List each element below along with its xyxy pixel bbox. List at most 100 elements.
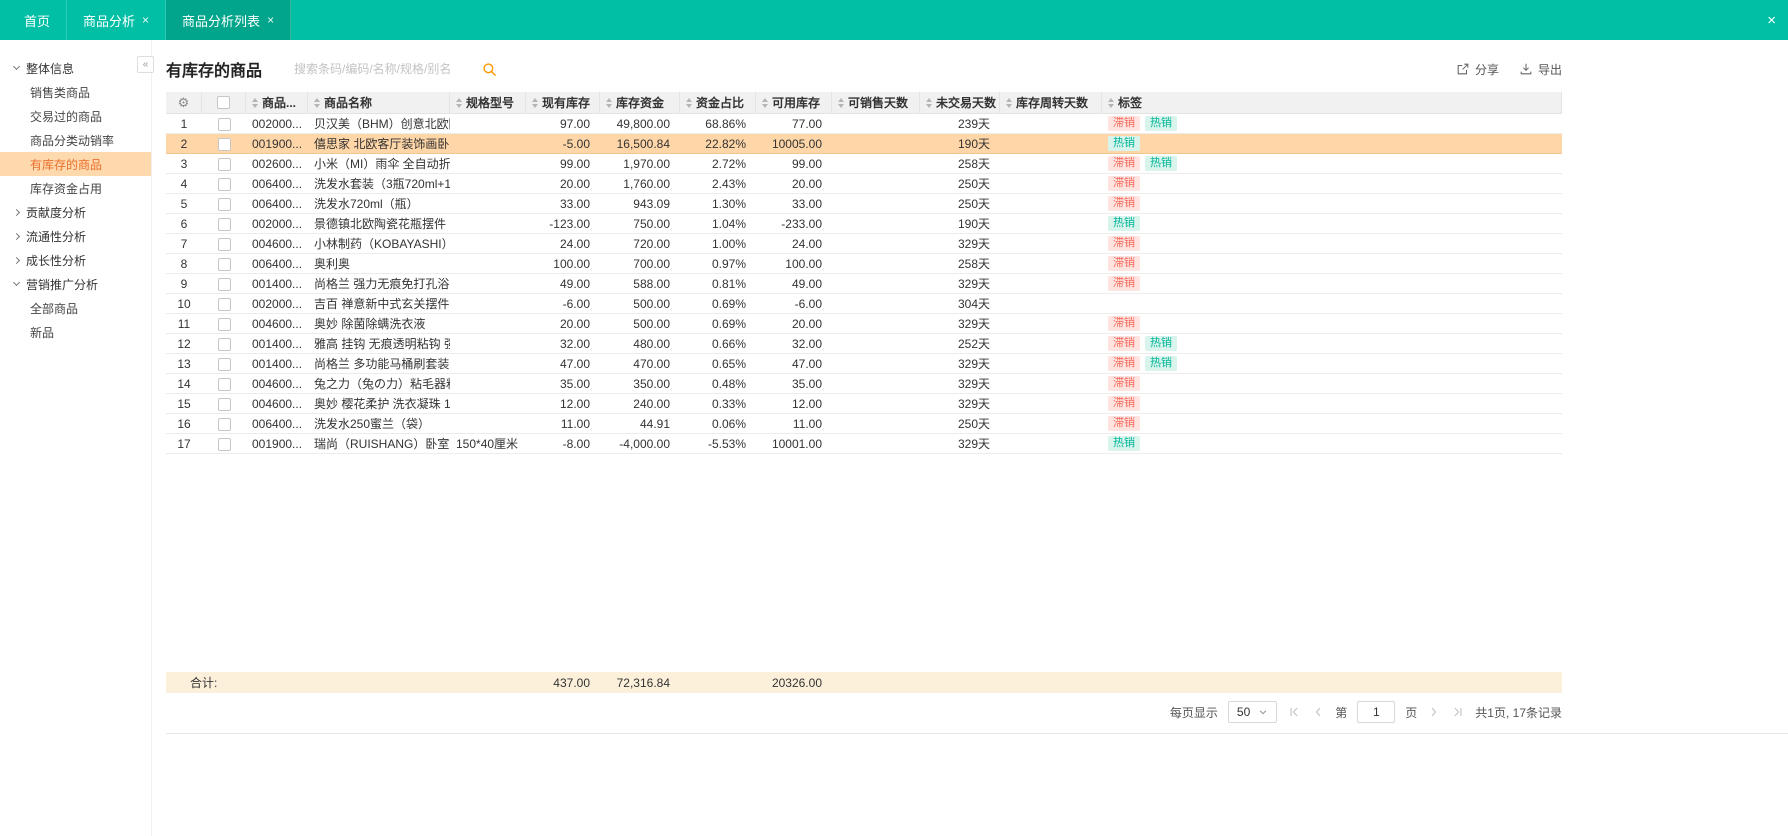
table-row[interactable]: 5 006400... 洗发水720ml（瓶） 33.00 943.09 1.30% 33.… bbox=[166, 194, 1562, 214]
export-button[interactable]: 导出 bbox=[1519, 61, 1562, 78]
sidebar-group-overall-info[interactable]: 整体信息 bbox=[0, 56, 151, 80]
close-all-icon[interactable]: × bbox=[1767, 11, 1776, 29]
row-checkbox-cell bbox=[202, 376, 246, 391]
table-row[interactable]: 1 002000... 贝汉美（BHM）创意北欧陶瓷 97.00 49,800.00 68… bbox=[166, 114, 1562, 134]
tab-product-analysis[interactable]: 商品分析 × bbox=[67, 0, 167, 40]
sidebar-item-label: 新品 bbox=[30, 325, 55, 340]
table-row[interactable]: 14 004600... 兔之力（兔の力）粘毛器粘 35.00 350.00 0.48% 3… bbox=[166, 374, 1562, 394]
table-row[interactable]: 8 006400... 奥利奥 100.00 700.00 0.97% 100.00 258天… bbox=[166, 254, 1562, 274]
cell-stock: 33.00 bbox=[559, 196, 590, 211]
table-row[interactable]: 2 001900... 僖思家 北欧客厅装饰画卧室 -5.00 16,500.84 22.… bbox=[166, 134, 1562, 154]
column-header-stock[interactable]: 现有库存 bbox=[526, 92, 600, 113]
tab-close-icon[interactable]: × bbox=[267, 13, 275, 27]
sidebar-item-in-stock-products[interactable]: 有库存的商品 bbox=[0, 152, 151, 176]
sidebar-group-marketing-analysis[interactable]: 营销推广分析 bbox=[0, 272, 151, 296]
sidebar-item-inventory-capital-usage[interactable]: 库存资金占用 bbox=[0, 176, 151, 200]
prev-page-button[interactable] bbox=[1311, 705, 1325, 719]
cell-capital: 750.00 bbox=[633, 216, 670, 231]
row-checkbox[interactable] bbox=[217, 157, 231, 171]
column-header-capital[interactable]: 库存资金 bbox=[600, 92, 680, 113]
first-page-button[interactable] bbox=[1287, 705, 1301, 719]
sidebar-item-category-sales-rate[interactable]: 商品分类动销率 bbox=[0, 128, 151, 152]
row-checkbox[interactable] bbox=[217, 277, 231, 291]
cell-capital: 49,800.00 bbox=[616, 116, 670, 131]
row-checkbox[interactable] bbox=[217, 437, 231, 451]
sidebar-item-new-products[interactable]: 新品 bbox=[0, 320, 151, 344]
sidebar-item-traded-products[interactable]: 交易过的商品 bbox=[0, 104, 151, 128]
row-checkbox[interactable] bbox=[217, 217, 231, 231]
table-row[interactable]: 15 004600... 奥妙 樱花柔护 洗衣凝珠 10 12.00 240.00 0.3… bbox=[166, 394, 1562, 414]
cell-tags: 热销 bbox=[1102, 136, 1562, 151]
search-input[interactable] bbox=[294, 62, 475, 76]
row-checkbox[interactable] bbox=[217, 337, 231, 351]
row-checkbox[interactable] bbox=[217, 297, 231, 311]
row-index: 11 bbox=[177, 316, 191, 331]
row-checkbox[interactable] bbox=[217, 177, 231, 191]
row-checkbox-cell bbox=[202, 296, 246, 311]
row-checkbox[interactable] bbox=[217, 357, 231, 371]
table-row[interactable]: 11 004600... 奥妙 除菌除螨洗衣液 20.00 500.00 0.69% 20.… bbox=[166, 314, 1562, 334]
row-index: 7 bbox=[180, 236, 188, 251]
row-checkbox[interactable] bbox=[217, 197, 231, 211]
sidebar-group-liquidity-analysis[interactable]: 流通性分析 bbox=[0, 224, 151, 248]
search-icon[interactable] bbox=[482, 62, 497, 77]
page-number-input[interactable] bbox=[1357, 701, 1396, 723]
cell-name: 奥妙 除菌除螨洗衣液 bbox=[314, 317, 426, 331]
cell-no-trade-days: 250天 bbox=[957, 197, 990, 211]
sidebar-item-sales-products[interactable]: 销售类商品 bbox=[0, 80, 151, 104]
column-header-label: 库存周转天数 bbox=[1016, 96, 1089, 110]
table-row[interactable]: 10 002000... 吉百 禅意新中式玄关摆件套 -6.00 500.00 0.69%… bbox=[166, 294, 1562, 314]
row-checkbox[interactable] bbox=[217, 317, 231, 331]
cell-capital: 44.91 bbox=[639, 416, 670, 431]
table-row[interactable]: 12 001400... 雅高 挂钩 无痕透明粘钩 强 32.00 480.00 0.66… bbox=[166, 334, 1562, 354]
column-header-ratio[interactable]: 资金占比 bbox=[680, 92, 756, 113]
row-checkbox[interactable] bbox=[217, 397, 231, 411]
table-row[interactable]: 13 001400... 尚格兰 多功能马桶刷套装 马 47.00 470.00 0.65… bbox=[166, 354, 1562, 374]
table-row[interactable]: 7 004600... 小林制药（KOBAYASHI）日 24.00 720.00 1.0… bbox=[166, 234, 1562, 254]
cell-available: 10005.00 bbox=[771, 136, 822, 151]
select-all-checkbox[interactable] bbox=[217, 96, 230, 109]
tag-badge: 滞销 bbox=[1108, 196, 1140, 211]
table-row[interactable]: 3 002600... 小米（MI）雨伞 全自动折叠 99.00 1,970.00 2.7… bbox=[166, 154, 1562, 174]
sidebar-item-label: 库存资金占用 bbox=[30, 181, 103, 196]
column-header-tags[interactable]: 标签 bbox=[1102, 92, 1562, 113]
table-row[interactable]: 9 001400... 尚格兰 强力无痕免打孔浴室 49.00 588.00 0.81% 4… bbox=[166, 274, 1562, 294]
tab-close-icon[interactable]: × bbox=[142, 13, 150, 27]
column-header-available[interactable]: 可用库存 bbox=[756, 92, 832, 113]
column-header-code[interactable]: 商品... bbox=[246, 92, 308, 113]
row-checkbox[interactable] bbox=[217, 117, 231, 131]
column-settings-button[interactable]: ⚙ bbox=[166, 92, 202, 113]
next-page-button[interactable] bbox=[1427, 705, 1441, 719]
column-header-no-trade-days[interactable]: 未交易天数 bbox=[920, 92, 1000, 113]
table-body: 1002000...贝汉美（BHM）创意北欧陶瓷97.0049,800.0068… bbox=[166, 114, 1562, 454]
row-checkbox[interactable] bbox=[217, 257, 231, 271]
sort-icon bbox=[456, 97, 462, 108]
table-row[interactable]: 6 002000... 景德镇北欧陶瓷花瓶摆件 优 -123.00 750.00 1.04… bbox=[166, 214, 1562, 234]
row-checkbox[interactable] bbox=[217, 377, 231, 391]
column-header-sellable-days[interactable]: 可销售天数 bbox=[832, 92, 920, 113]
table-row[interactable]: 17 001900... 瑞尚（RUISHANG）卧室家 150*40厘米 -8.00 -… bbox=[166, 434, 1562, 454]
total-label: 合计: bbox=[190, 676, 218, 690]
row-checkbox[interactable] bbox=[217, 417, 231, 431]
table-row[interactable]: 16 006400... 洗发水250蜜兰（袋） 11.00 44.91 0.06% 11.… bbox=[166, 414, 1562, 434]
sidebar-collapse-button[interactable]: « bbox=[137, 56, 154, 73]
sidebar-item-all-products[interactable]: 全部商品 bbox=[0, 296, 151, 320]
sidebar-group-growth-analysis[interactable]: 成长性分析 bbox=[0, 248, 151, 272]
share-button[interactable]: 分享 bbox=[1456, 61, 1499, 78]
column-header-name[interactable]: 商品名称 bbox=[308, 92, 450, 113]
cell-code: 002000... bbox=[252, 116, 303, 131]
cell-available: -6.00 bbox=[794, 296, 822, 311]
cell-code: 004600... bbox=[252, 316, 303, 331]
row-checkbox[interactable] bbox=[217, 137, 231, 151]
page-size-select[interactable]: 50 bbox=[1227, 701, 1278, 723]
cell-tags: 滞销 bbox=[1102, 256, 1562, 271]
cell-capital: 500.00 bbox=[633, 316, 670, 331]
column-header-turnover-days[interactable]: 库存周转天数 bbox=[1000, 92, 1102, 113]
tab-product-analysis-list[interactable]: 商品分析列表 × bbox=[166, 0, 292, 40]
tab-home[interactable]: 首页 bbox=[8, 0, 68, 40]
column-header-spec[interactable]: 规格型号 bbox=[450, 92, 526, 113]
row-checkbox[interactable] bbox=[217, 237, 231, 251]
sidebar-group-contribution-analysis[interactable]: 贡献度分析 bbox=[0, 200, 151, 224]
last-page-button[interactable] bbox=[1451, 705, 1465, 719]
table-row[interactable]: 4 006400... 洗发水套装（3瓶720ml+1瓶 20.00 1,760.00 2… bbox=[166, 174, 1562, 194]
